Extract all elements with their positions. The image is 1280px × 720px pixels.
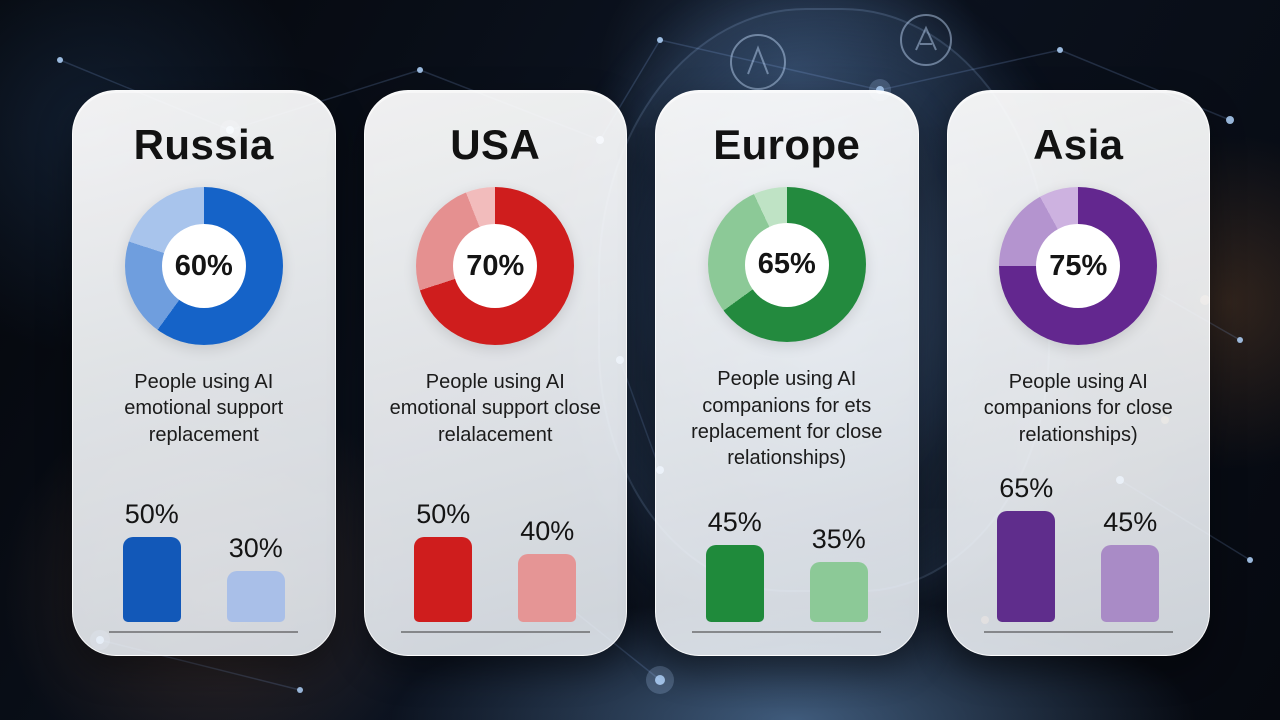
axis-baseline — [109, 631, 299, 633]
bar-chart: 50% 30% — [91, 470, 317, 635]
bar-group: 30% — [226, 533, 285, 622]
infographic-cards: Russia 60% People using AI emotional sup… — [72, 90, 1210, 656]
axis-baseline — [692, 631, 882, 633]
card-caption: People using AI emotional support replac… — [124, 371, 284, 446]
donut-chart: 75% — [999, 187, 1158, 345]
bar-value-label: 45% — [707, 507, 762, 537]
region-title: Asia — [1033, 121, 1124, 168]
region-card-europe: Europe 65% People using AI companions fo… — [655, 90, 919, 656]
donut-value-label: 60% — [174, 249, 233, 282]
bar-chart: 65% 45% — [966, 470, 1192, 635]
donut-value-label: 75% — [1049, 249, 1108, 282]
donut-center: 60% — [161, 224, 246, 308]
bar-value-label: 50% — [416, 499, 471, 529]
bar — [518, 554, 577, 622]
bar-value-label: 40% — [520, 516, 575, 546]
region-card-usa: USA 70% People using AI emotional suppor… — [363, 90, 627, 656]
bar-group: 45% — [1101, 507, 1160, 622]
axis-baseline — [400, 631, 590, 633]
donut-chart: 60% — [124, 187, 283, 345]
bar-value-label: 45% — [1103, 507, 1158, 537]
bar-group: 50% — [414, 499, 473, 622]
bar — [414, 537, 473, 622]
region-card-asia: Asia 75% People using AI companions for … — [946, 90, 1210, 656]
donut-value-label: 65% — [757, 248, 816, 281]
donut-center: 70% — [453, 224, 538, 308]
donut-chart: 70% — [416, 187, 575, 345]
bar-value-label: 65% — [999, 473, 1054, 503]
bar-value-label: 35% — [811, 524, 866, 554]
donut-center: 75% — [1036, 224, 1121, 308]
bar-value-label: 50% — [124, 499, 179, 529]
donut-chart: 65% — [707, 187, 866, 343]
card-caption: People using AI companions for ets repla… — [691, 368, 883, 470]
card-caption: People using AI companions for close rel… — [983, 371, 1173, 446]
bar-group: 65% — [997, 473, 1056, 622]
bar — [997, 511, 1056, 622]
donut-value-label: 70% — [466, 249, 525, 282]
region-title: USA — [450, 121, 541, 168]
bar-value-label: 30% — [228, 533, 283, 563]
region-title: Europe — [713, 121, 861, 168]
bar-group: 50% — [122, 499, 181, 622]
donut-center: 65% — [744, 222, 829, 307]
bar-chart: 45% 35% — [674, 470, 900, 635]
bar-chart: 50% 40% — [383, 470, 609, 635]
bar-group: 40% — [518, 516, 577, 622]
badge-ring-icons — [730, 14, 952, 90]
region-card-russia: Russia 60% People using AI emotional sup… — [72, 90, 336, 656]
axis-baseline — [983, 631, 1173, 633]
bar — [809, 562, 868, 622]
bar — [122, 537, 181, 622]
bar — [1101, 545, 1160, 622]
bar — [226, 571, 285, 622]
bar-group: 35% — [809, 524, 868, 622]
card-caption: People using AI emotional support close … — [389, 371, 601, 446]
region-title: Russia — [133, 121, 274, 168]
bar — [705, 545, 764, 622]
bar-group: 45% — [705, 507, 764, 622]
